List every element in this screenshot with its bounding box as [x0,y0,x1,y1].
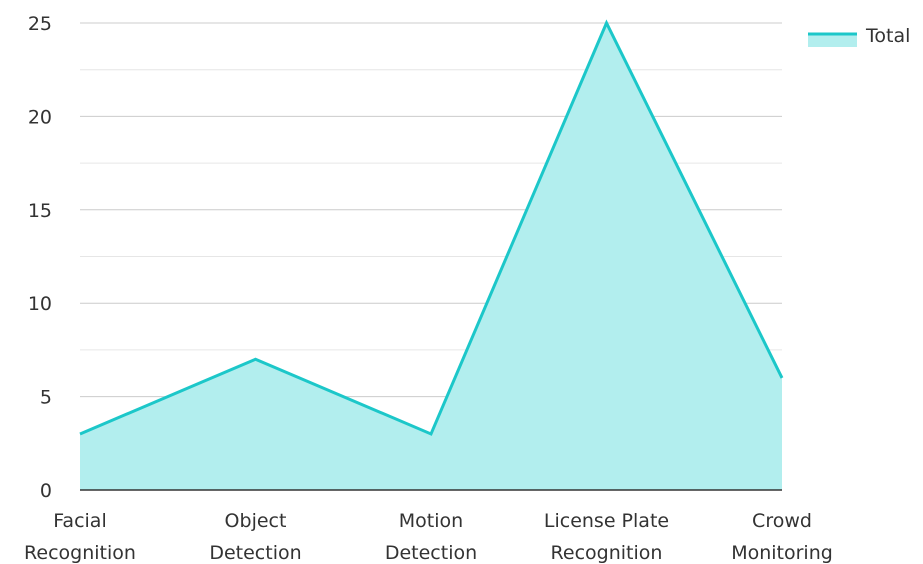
series-area-fill [80,23,782,490]
x-tick-label: Facial Recognition [24,510,136,564]
series-area [79,19,784,491]
legend-label-total: Total [865,25,910,47]
y-tick-label: 15 [28,200,52,222]
y-tick-label: 20 [28,106,52,128]
y-axis-ticks: 0 5 10 15 20 25 [28,13,52,502]
legend: Total [808,25,910,47]
x-axis-ticks: Facial Recognition Object Detection Motion De… [24,510,833,564]
legend-swatch-total [808,34,857,47]
x-tick-label: Motion Detection [385,510,477,564]
y-tick-label: 5 [40,387,52,409]
x-tick-label: License Plate Recognition [544,510,669,564]
x-tick-label: Object Detection [209,510,301,564]
x-tick-label: Crowd Monitoring [731,510,833,564]
y-tick-label: 0 [40,480,52,502]
y-tick-label: 10 [28,293,52,315]
y-tick-label: 25 [28,13,52,35]
